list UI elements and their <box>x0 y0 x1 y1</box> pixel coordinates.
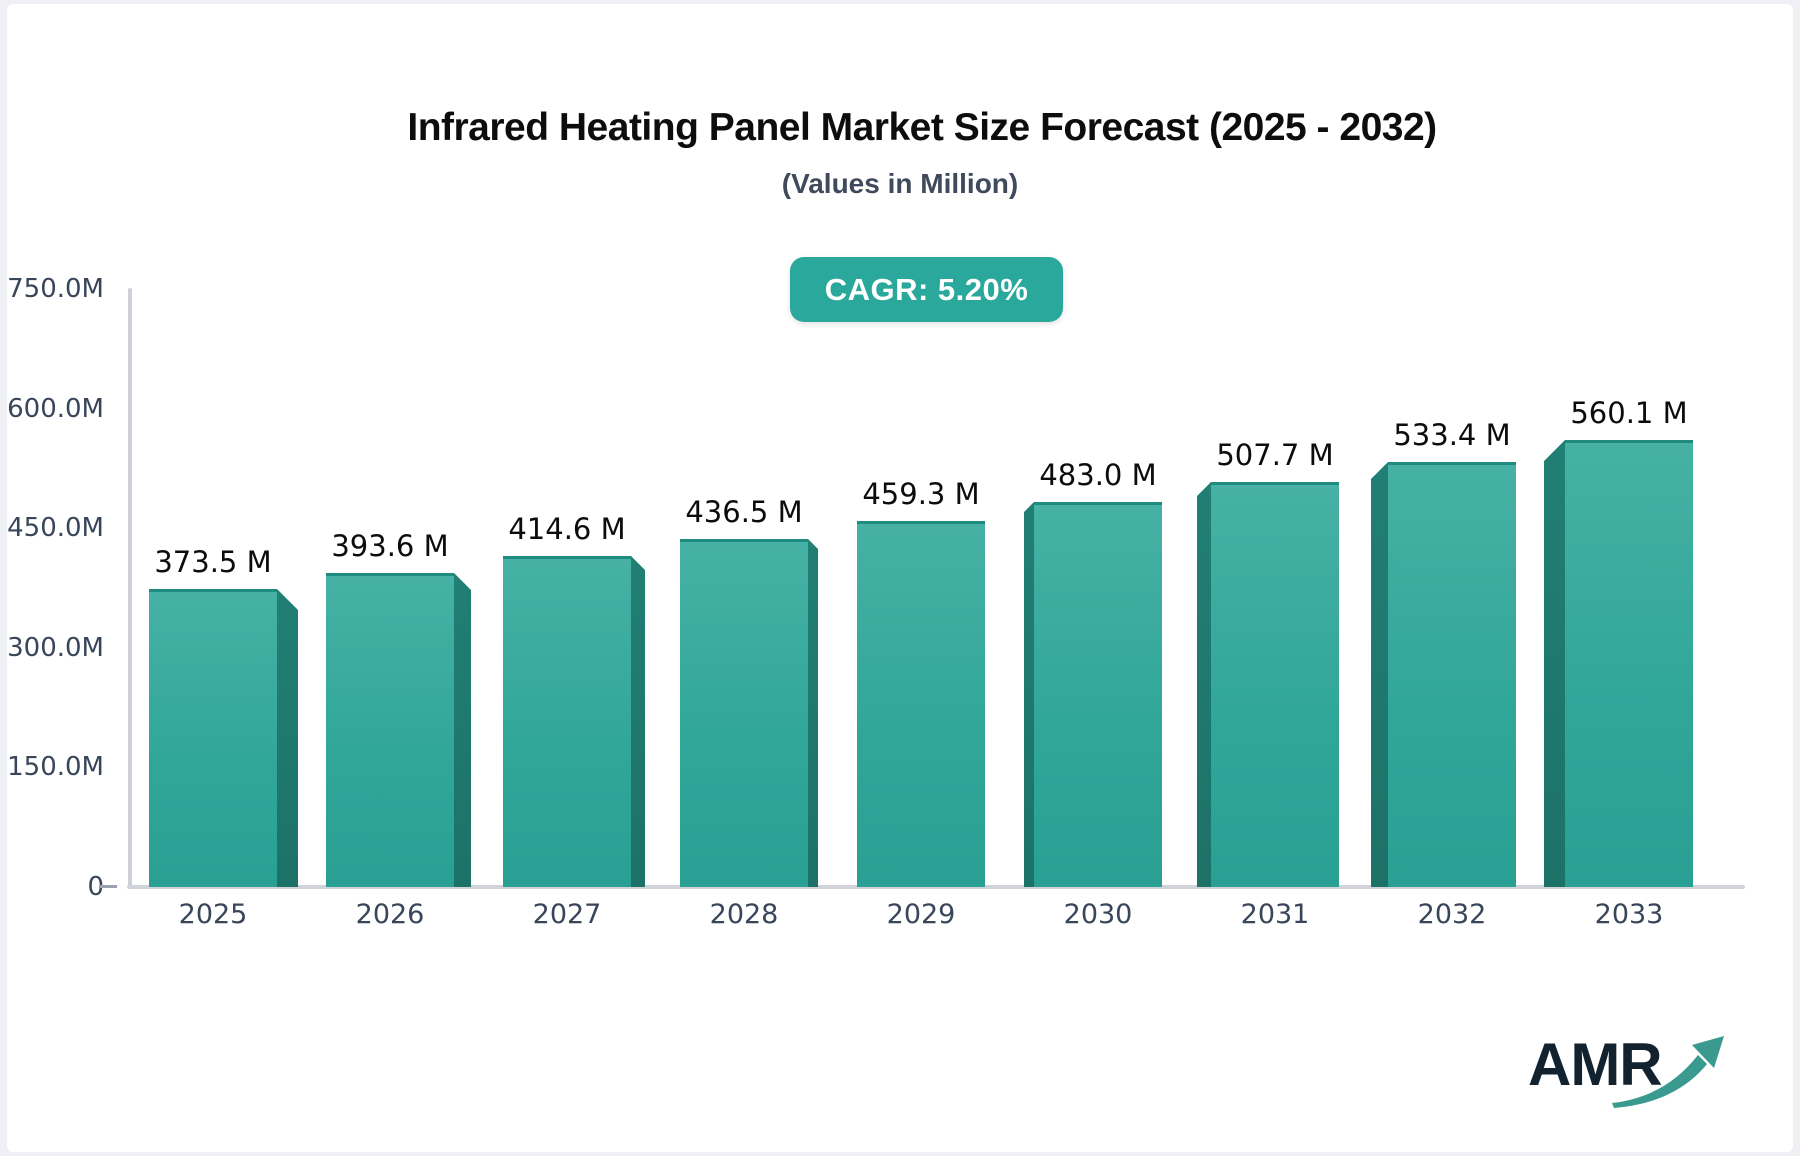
x-axis-tick-label: 2033 <box>1594 899 1664 930</box>
y-axis-tick-label: 450.0M <box>7 513 104 543</box>
bar-value-label: 560.1 M <box>1570 396 1688 430</box>
bar <box>149 589 277 887</box>
x-axis-tick-label: 2031 <box>1240 899 1310 930</box>
y-axis-tick-label: 600.0M <box>7 394 104 424</box>
y-axis-tick-label: 0 <box>87 872 104 902</box>
bar-3d-side <box>1371 462 1388 887</box>
bar <box>1211 482 1339 887</box>
bar-3d-side <box>1197 482 1211 887</box>
bar-3d-side <box>454 573 471 887</box>
bar <box>1034 502 1162 887</box>
x-axis-tick-label: 2027 <box>532 899 602 930</box>
y-axis-tick-label: 750.0M <box>7 274 104 304</box>
bar-value-label: 483.0 M <box>1039 458 1157 492</box>
amr-logo: AMR <box>1528 1028 1724 1108</box>
chart-title: Infrared Heating Panel Market Size Forec… <box>407 106 1437 149</box>
amr-logo-text: AMR <box>1528 1031 1663 1098</box>
cagr-badge-label: CAGR: 5.20% <box>824 271 1029 307</box>
bar <box>1388 462 1516 887</box>
y-axis-line <box>128 288 132 888</box>
bar <box>1565 440 1693 887</box>
cagr-badge: CAGR: 5.20% <box>790 257 1063 322</box>
bar-value-label: 533.4 M <box>1393 418 1511 452</box>
bar-3d-side <box>1544 440 1565 887</box>
x-axis-line <box>127 885 1745 889</box>
bar-3d-side <box>1024 502 1034 887</box>
x-axis-tick-label: 2030 <box>1063 899 1133 930</box>
y-axis-tick-label: 150.0M <box>7 752 104 782</box>
x-axis-tick-label: 2025 <box>178 899 248 930</box>
bar-value-label: 393.6 M <box>331 529 449 563</box>
bar-3d-side <box>808 539 818 887</box>
x-axis-tick-label: 2028 <box>709 899 779 930</box>
bar <box>503 556 631 887</box>
bar <box>857 521 985 887</box>
bar-value-label: 373.5 M <box>154 545 272 579</box>
bar <box>680 539 808 887</box>
trend-up-arrow-icon <box>1612 1036 1724 1108</box>
zero-tick-dash <box>99 885 117 888</box>
x-axis-tick-label: 2032 <box>1417 899 1487 930</box>
bar-3d-side <box>277 589 298 887</box>
chart-subtitle: (Values in Million) <box>781 168 1019 199</box>
bar <box>326 573 454 887</box>
x-axis-tick-label: 2029 <box>886 899 956 930</box>
bar-3d-side <box>631 556 645 887</box>
x-axis-tick-label: 2026 <box>355 899 425 930</box>
bar-value-label: 436.5 M <box>685 495 803 529</box>
bar-value-label: 414.6 M <box>508 512 626 546</box>
bar-value-label: 459.3 M <box>862 477 980 511</box>
bar-value-label: 507.7 M <box>1216 438 1334 472</box>
y-axis-tick-label: 300.0M <box>7 633 104 663</box>
